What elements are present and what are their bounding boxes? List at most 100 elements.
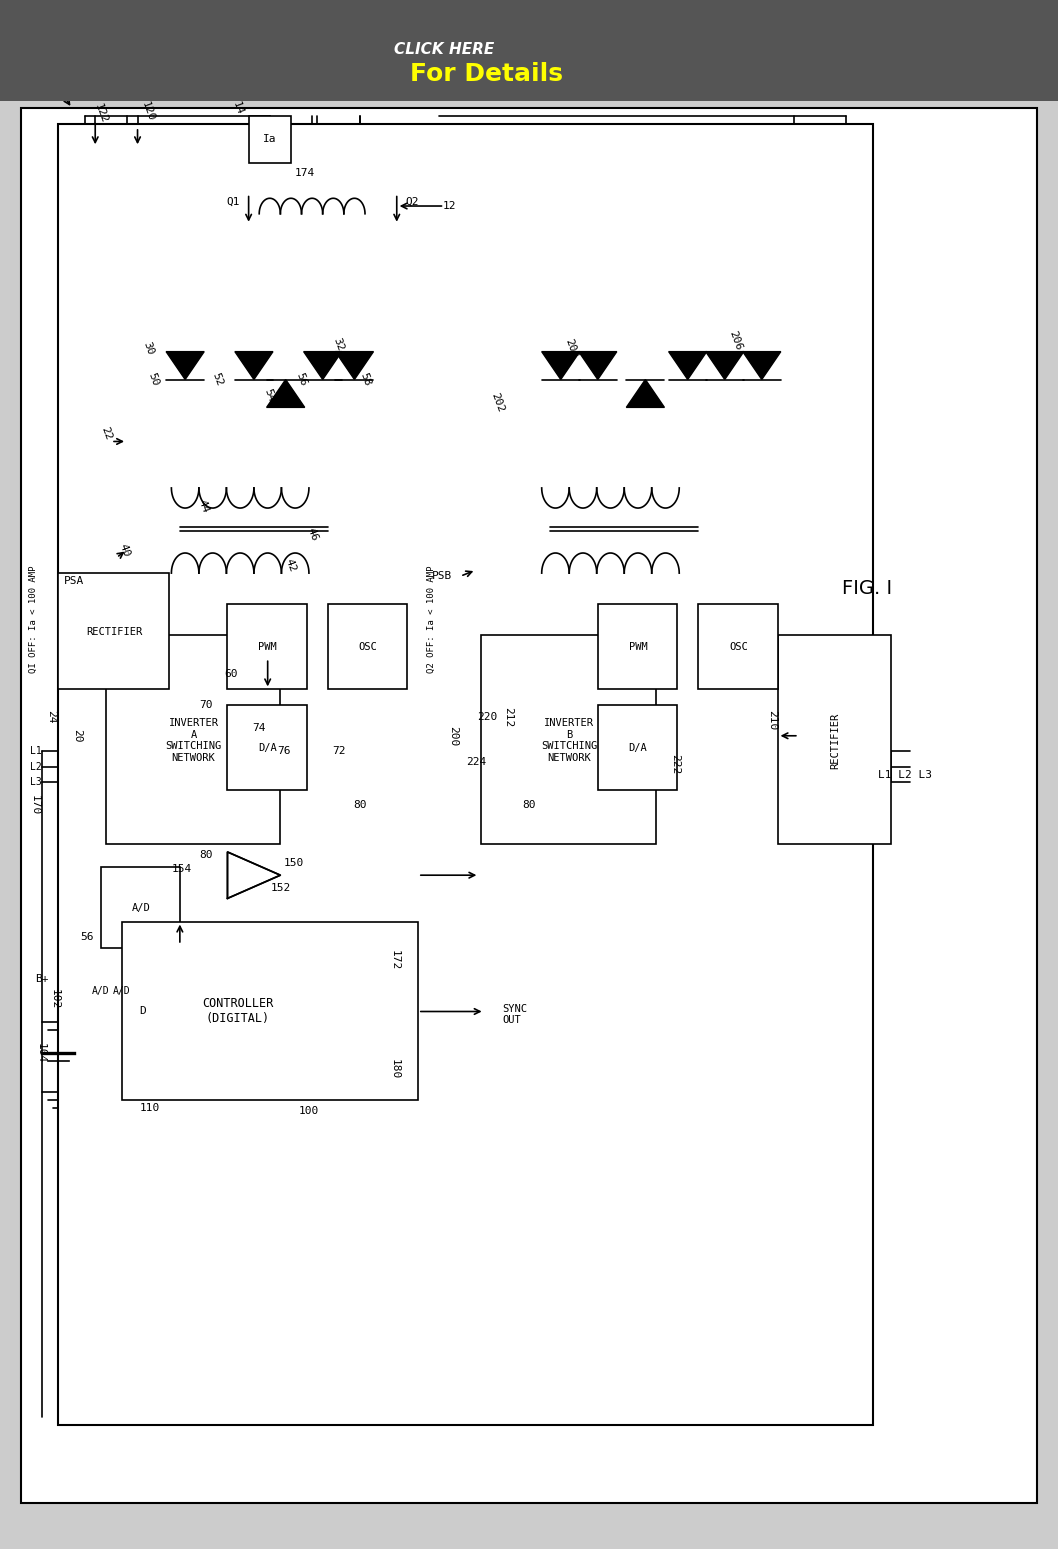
- Text: 220: 220: [477, 713, 498, 722]
- Text: 56: 56: [80, 932, 93, 942]
- Text: 200: 200: [448, 725, 458, 747]
- Text: INVERTER
B
SWITCHING
NETWORK: INVERTER B SWITCHING NETWORK: [541, 719, 598, 762]
- Bar: [106, 635, 280, 844]
- Text: Q2: Q2: [406, 197, 419, 206]
- Text: PSA: PSA: [63, 576, 85, 586]
- Text: 42: 42: [284, 558, 298, 573]
- Text: L2: L2: [30, 762, 42, 771]
- Text: D/A: D/A: [628, 744, 647, 753]
- Polygon shape: [579, 352, 617, 380]
- Bar: [58, 573, 169, 689]
- Text: 40: 40: [117, 542, 132, 558]
- Text: 102: 102: [50, 988, 60, 1010]
- Text: L1 L2 L3: L1 L2 L3: [877, 770, 932, 779]
- Text: 174: 174: [294, 169, 315, 178]
- Text: 222: 222: [670, 753, 680, 774]
- Polygon shape: [669, 352, 707, 380]
- Text: 54: 54: [262, 387, 277, 403]
- Polygon shape: [743, 352, 781, 380]
- Text: 150: 150: [284, 858, 305, 867]
- Bar: [778, 635, 891, 844]
- Text: B+: B+: [35, 974, 49, 984]
- Polygon shape: [706, 352, 744, 380]
- Text: 122: 122: [92, 102, 109, 124]
- Bar: [598, 705, 677, 790]
- Text: 206: 206: [727, 330, 744, 352]
- Text: OSC: OSC: [729, 643, 748, 652]
- Text: QI OFF: Ia < 100 AMP: QI OFF: Ia < 100 AMP: [30, 565, 38, 674]
- Text: 180: 180: [389, 1058, 400, 1080]
- Text: CLICK HERE: CLICK HERE: [395, 42, 494, 57]
- Polygon shape: [335, 352, 373, 380]
- Text: 50: 50: [146, 372, 161, 387]
- Text: 72: 72: [332, 747, 345, 756]
- Text: Q2 OFF: Ia < 100 AMP: Q2 OFF: Ia < 100 AMP: [427, 565, 436, 674]
- Text: 32: 32: [331, 336, 346, 352]
- Text: 212: 212: [503, 706, 513, 728]
- Text: 44: 44: [196, 499, 211, 514]
- Text: A/D: A/D: [113, 987, 130, 996]
- Text: 20: 20: [72, 730, 83, 742]
- Text: SYNC
OUT: SYNC OUT: [503, 1004, 528, 1025]
- Text: 172: 172: [389, 950, 400, 971]
- Text: 154: 154: [171, 864, 193, 874]
- Text: PWM: PWM: [628, 643, 647, 652]
- Text: 30: 30: [141, 341, 156, 356]
- Text: A/D: A/D: [131, 903, 150, 912]
- Text: 210: 210: [767, 709, 778, 731]
- Bar: [122, 922, 418, 1100]
- Text: A/D: A/D: [92, 987, 109, 996]
- Polygon shape: [304, 352, 342, 380]
- Text: L3: L3: [30, 778, 42, 787]
- Text: 10: 10: [35, 56, 50, 68]
- Text: 74: 74: [253, 723, 266, 733]
- Bar: [249, 116, 291, 163]
- Bar: [481, 635, 656, 844]
- Text: RECTIFIER: RECTIFIER: [86, 627, 143, 637]
- Text: 110: 110: [140, 1103, 161, 1112]
- Text: PWM: PWM: [258, 643, 277, 652]
- Bar: [227, 604, 307, 689]
- Polygon shape: [235, 352, 273, 380]
- Bar: [101, 867, 180, 948]
- Text: 56: 56: [294, 372, 309, 387]
- Text: 76: 76: [277, 747, 290, 756]
- Polygon shape: [267, 380, 305, 407]
- Text: 100: 100: [298, 1106, 320, 1115]
- Text: 60: 60: [224, 669, 237, 678]
- Text: 46: 46: [305, 527, 320, 542]
- Text: 52: 52: [209, 372, 224, 387]
- Text: FIG. I: FIG. I: [842, 579, 893, 598]
- Polygon shape: [626, 380, 664, 407]
- Text: 14: 14: [231, 101, 245, 116]
- Text: 22: 22: [98, 426, 113, 441]
- Text: 12: 12: [443, 201, 456, 211]
- Text: L1: L1: [30, 747, 42, 756]
- Text: 170: 170: [30, 795, 40, 816]
- Polygon shape: [542, 352, 580, 380]
- Text: OSC: OSC: [359, 643, 378, 652]
- Text: INVERTER
A
SWITCHING
NETWORK: INVERTER A SWITCHING NETWORK: [165, 719, 222, 762]
- Text: 80: 80: [523, 801, 535, 810]
- Text: 24: 24: [45, 711, 56, 723]
- Text: 80: 80: [353, 801, 366, 810]
- Bar: [598, 604, 677, 689]
- Bar: [698, 604, 778, 689]
- Polygon shape: [227, 852, 280, 898]
- Bar: [0, 0, 1058, 101]
- Text: Ia: Ia: [263, 135, 276, 144]
- Text: 120: 120: [140, 101, 157, 122]
- Text: 224: 224: [466, 757, 487, 767]
- Text: RECTIFIER: RECTIFIER: [829, 713, 840, 768]
- Text: 204: 204: [563, 338, 580, 359]
- Text: 58: 58: [358, 372, 372, 387]
- Text: CONTROLLER
(DIGITAL): CONTROLLER (DIGITAL): [202, 998, 274, 1025]
- Text: 104: 104: [35, 1042, 45, 1064]
- Text: PSB: PSB: [432, 572, 453, 581]
- Text: 70: 70: [200, 700, 213, 709]
- Bar: [58, 124, 873, 1425]
- Text: Q1: Q1: [226, 197, 239, 206]
- Text: 202: 202: [489, 392, 506, 414]
- Text: 152: 152: [270, 883, 291, 892]
- Bar: [328, 604, 407, 689]
